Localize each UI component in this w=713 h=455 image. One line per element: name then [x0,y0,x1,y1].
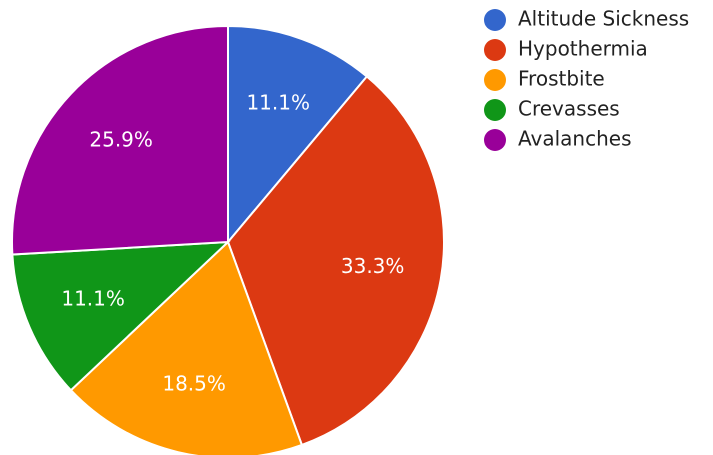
legend-swatch-avalanches[interactable] [484,129,506,151]
legend-label-altitude-sickness[interactable]: Altitude Sickness [518,7,689,31]
pie-slice-crevasses[interactable] [11,240,231,392]
legend: Altitude Sickness Hypothermia Frostbite Cre… [484,7,689,151]
pie-slice-altitude-sickness[interactable] [227,24,369,245]
legend-label-hypothermia[interactable]: Hypothermia [518,37,648,61]
legend-label-frostbite[interactable]: Frostbite [518,67,605,91]
slice-label-frostbite: 18.5% [162,371,226,395]
pie-slices [11,24,445,455]
slice-label-hypothermia: 33.3% [341,254,405,278]
pie-slice-hypothermia[interactable] [226,75,445,447]
legend-swatch-crevasses[interactable] [484,99,506,121]
slice-label-altitude-sickness: 11.1% [246,90,310,114]
slice-label-crevasses: 11.1% [61,287,125,311]
pie-slice-labels: 11.1% 33.3% 18.5% 11.1% 25.9% [61,90,404,395]
slice-label-avalanches: 25.9% [89,128,153,152]
legend-swatch-hypothermia[interactable] [484,39,506,61]
pie-slice-frostbite[interactable] [69,240,304,455]
pie-slice-avalanches[interactable] [11,24,229,256]
legend-label-crevasses[interactable]: Crevasses [518,97,620,121]
legend-swatch-altitude-sickness[interactable] [484,9,506,31]
legend-swatch-frostbite[interactable] [484,69,506,91]
legend-label-avalanches[interactable]: Avalanches [518,127,632,151]
